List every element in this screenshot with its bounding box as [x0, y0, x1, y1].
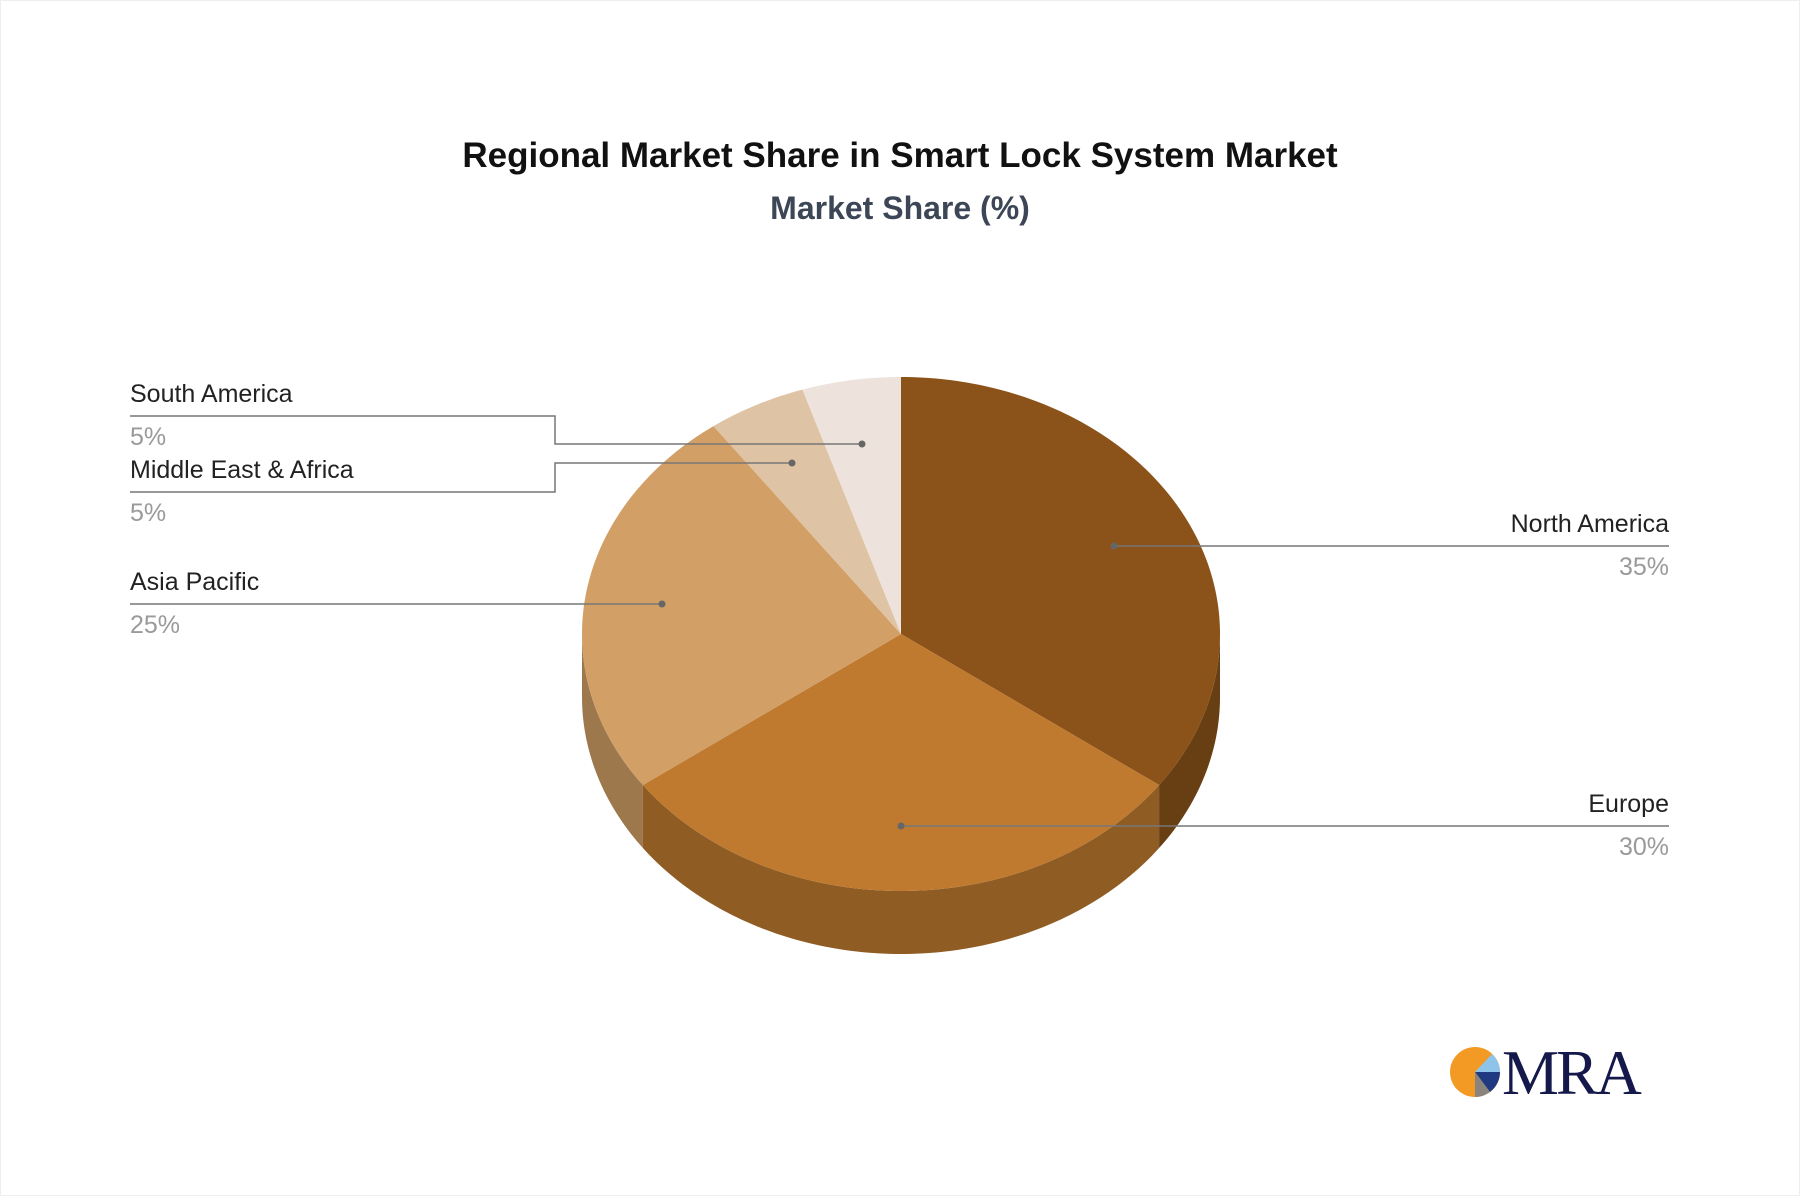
leader-south-america-dot [858, 440, 866, 448]
label-middle-east-africa: Middle East & Africa [130, 456, 354, 484]
leader-middle-east-africa [130, 462, 792, 493]
leader-europe-dot [897, 822, 905, 830]
label-north-america: North America [1510, 510, 1669, 538]
leader-middle-east-africa-dot [788, 459, 796, 467]
slice-north-america [901, 377, 1220, 786]
pct-asia-pacific: 25% [130, 611, 181, 639]
label-asia-pacific: Asia Pacific [130, 568, 260, 596]
label-europe: Europe [1588, 790, 1669, 818]
logo-pie-icon [1450, 1047, 1500, 1097]
pct-middle-east-africa: 5% [130, 499, 167, 527]
logo-text: MRA [1502, 1037, 1642, 1108]
label-south-america: South America [130, 380, 293, 408]
leader-asia-pacific-dot [658, 600, 666, 608]
side-north-america [1159, 634, 1220, 849]
chart-title: Regional Market Share in Smart Lock Syst… [462, 136, 1338, 175]
slice-south-america [802, 377, 901, 634]
slice-middle-east-africa [713, 389, 901, 634]
leader-south-america [130, 415, 862, 445]
slice-asia-pacific [582, 426, 901, 786]
side-asia-pacific [582, 634, 643, 849]
side-europe [642, 785, 1160, 954]
pct-north-america: 35% [1618, 553, 1669, 581]
mra-logo: MRA [1448, 1037, 1642, 1108]
leader-north-america-dot [1110, 542, 1118, 550]
pct-south-america: 5% [130, 423, 167, 451]
chart-subtitle: Market Share (%) [770, 190, 1030, 226]
pct-europe: 30% [1618, 833, 1669, 861]
